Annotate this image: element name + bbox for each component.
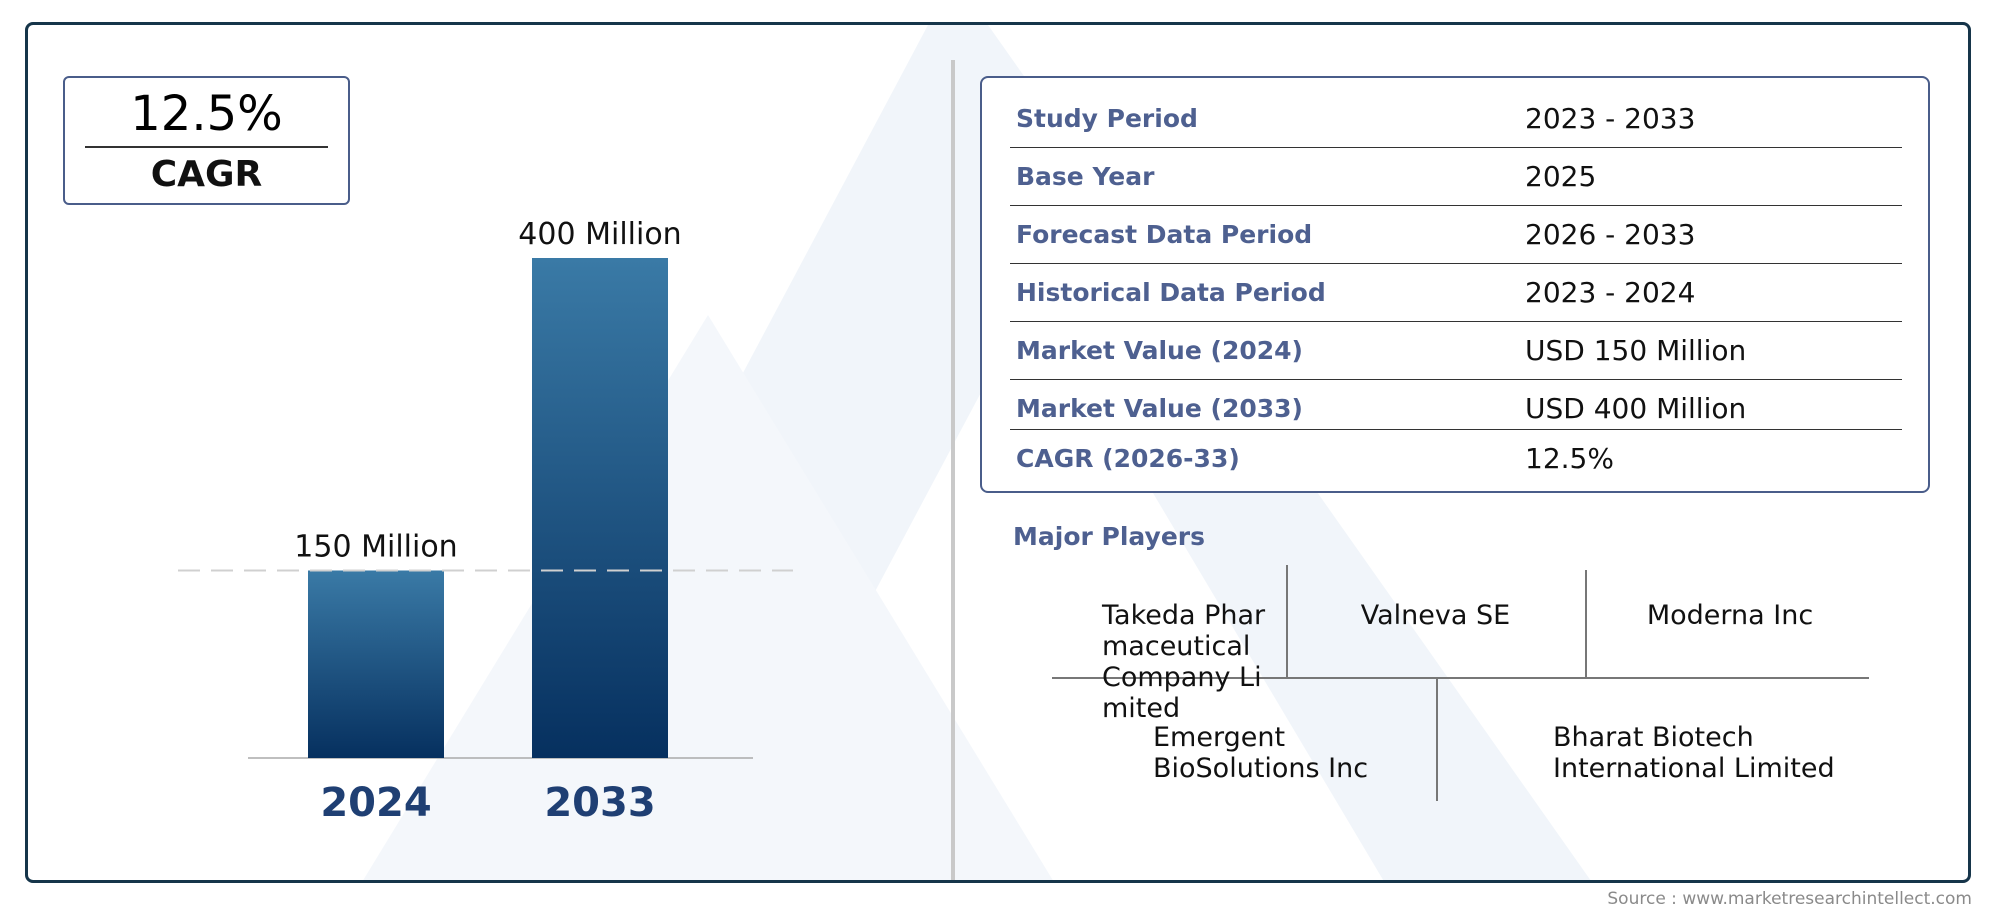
market-bar-chart: 150 Million 2024 400 Million 2033: [178, 217, 793, 826]
source-credit: Source : www.marketresearchintellect.com: [1607, 889, 1972, 909]
player-name: Moderna Inc: [1646, 600, 1814, 631]
player-divider: [1286, 565, 1288, 677]
bar-category-label: 2033: [544, 780, 655, 826]
cagr-label: CAGR: [150, 154, 263, 195]
info-row: Market Value (2033) USD 400 Million: [1010, 380, 1902, 430]
bar-2024: [308, 570, 444, 758]
info-row-label: Market Value (2024): [1016, 336, 1303, 365]
info-row: Base Year 2025: [1010, 148, 1902, 206]
info-row-value: 2023 - 2024: [1525, 276, 1696, 309]
info-row: CAGR (2026-33) 12.5%: [1010, 430, 1902, 488]
info-row-value: 2023 - 2033: [1525, 102, 1696, 135]
player-divider: [1436, 677, 1438, 801]
cagr-divider: [85, 146, 328, 148]
cagr-value: 12.5%: [130, 86, 283, 142]
info-row-value: 2025: [1525, 160, 1597, 193]
info-row: Forecast Data Period 2026 - 2033: [1010, 206, 1902, 264]
bar-value-label: 150 Million: [294, 530, 457, 565]
info-row-value: 2026 - 2033: [1525, 218, 1696, 251]
info-row-label: Market Value (2033): [1016, 394, 1303, 423]
player-name: Takeda Pharmaceutical Company Limited: [1102, 600, 1266, 724]
major-players-title: Major Players: [1013, 522, 1205, 551]
info-row-label: CAGR (2026-33): [1016, 444, 1240, 473]
bar-category-label: 2024: [320, 780, 431, 826]
player-name: Emergent BioSolutions Inc: [1153, 722, 1369, 784]
info-row: Historical Data Period 2023 - 2024: [1010, 264, 1902, 322]
player-divider: [1052, 677, 1869, 679]
player-name: Bharat Biotech International Limited: [1553, 722, 1835, 784]
info-row-value: USD 150 Million: [1525, 334, 1747, 367]
info-row-label: Forecast Data Period: [1016, 220, 1313, 249]
info-row-value: USD 400 Million: [1525, 392, 1747, 425]
info-row: Study Period 2023 - 2033: [1010, 90, 1902, 148]
column-divider: [951, 60, 955, 880]
info-row-label: Study Period: [1016, 104, 1198, 133]
market-info-table: Study Period 2023 - 2033 Base Year 2025 Fore…: [980, 76, 1930, 493]
cagr-box: 12.5% CAGR: [63, 76, 350, 205]
info-row: Market Value (2024) USD 150 Million: [1010, 322, 1902, 380]
bar-2033: [532, 258, 668, 758]
info-row-label: Base Year: [1016, 162, 1155, 191]
info-row-value: 12.5%: [1525, 442, 1614, 475]
infographic-frame: 12.5% CAGR 150 Million 2024 400 Million 203…: [25, 22, 1971, 883]
info-row-label: Historical Data Period: [1016, 278, 1326, 307]
player-divider: [1585, 570, 1587, 677]
player-name: Valneva SE: [1360, 600, 1511, 631]
bar-value-label: 400 Million: [518, 217, 681, 252]
